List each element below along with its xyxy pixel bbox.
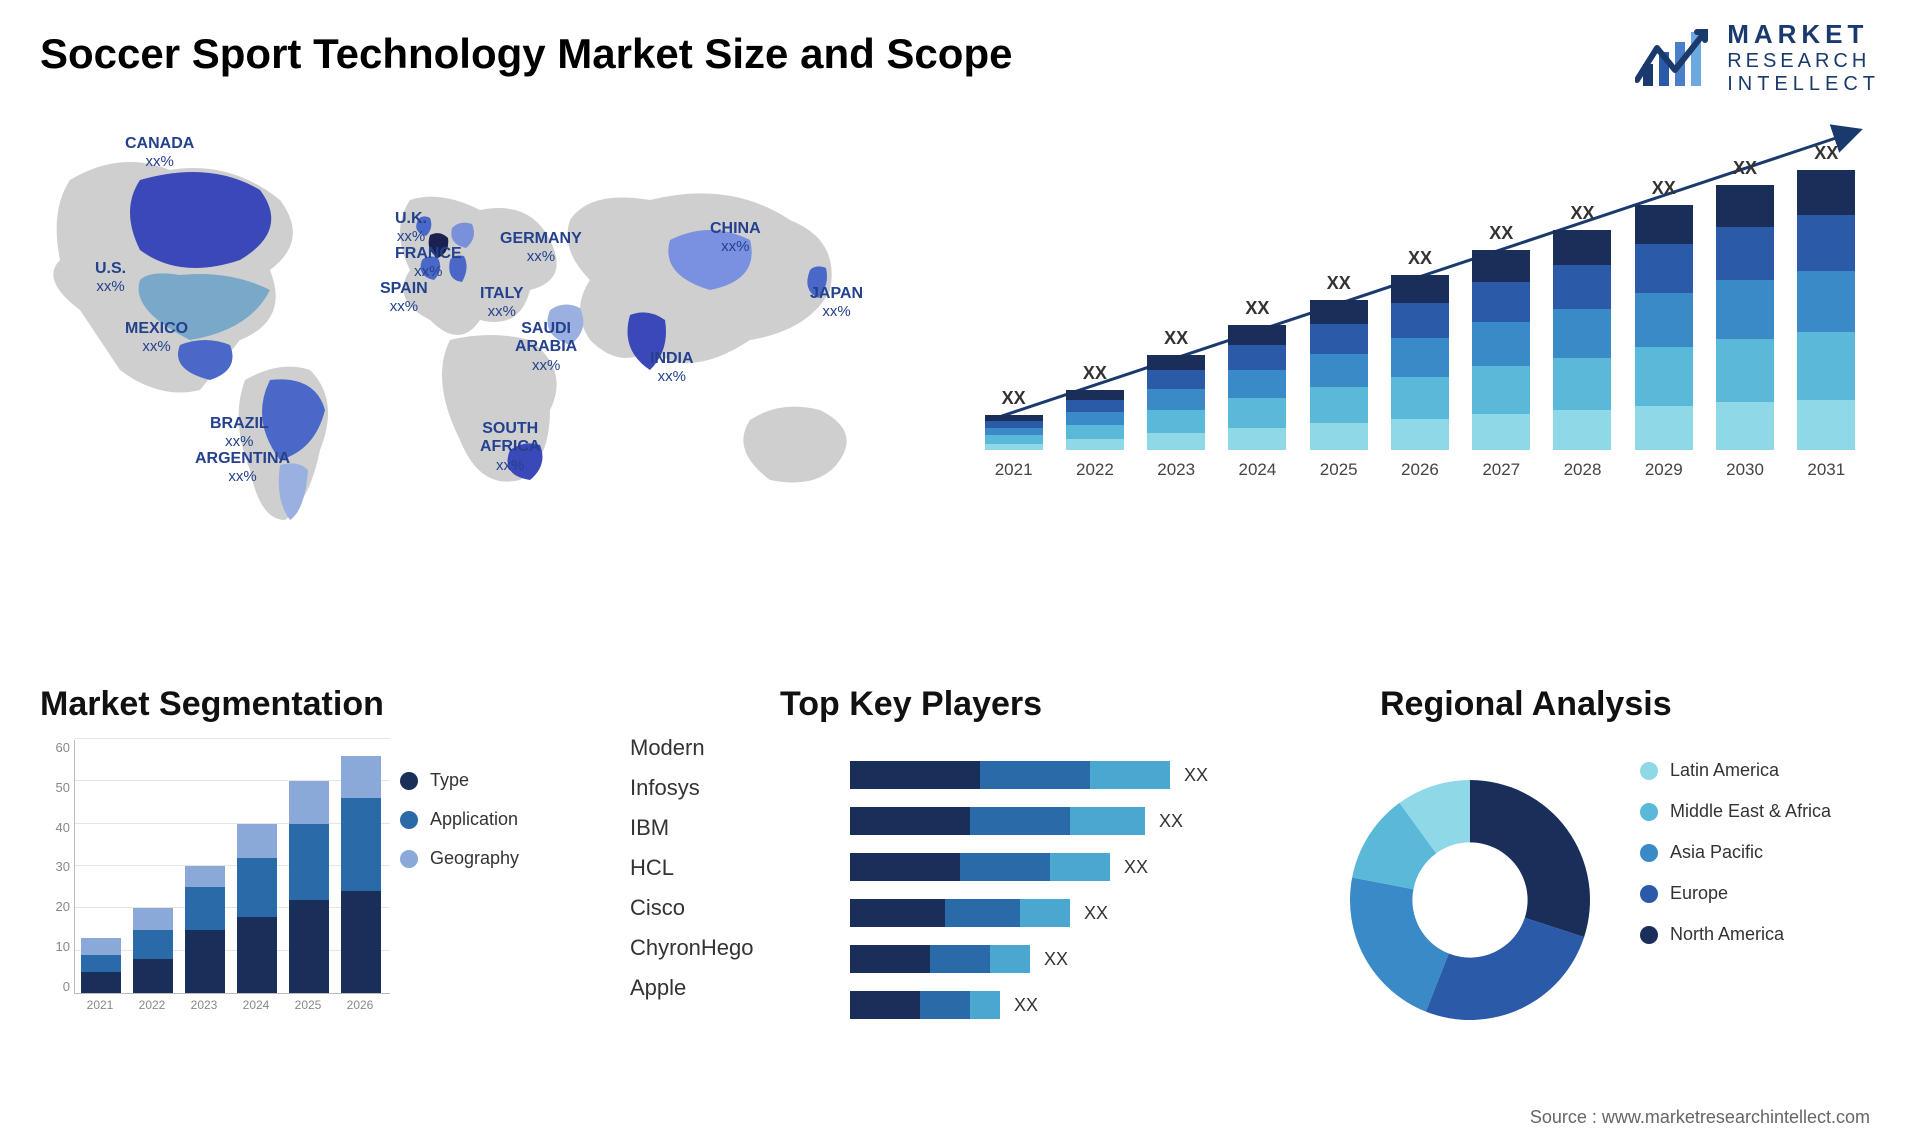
main-bar-2030: XX [1711, 158, 1778, 450]
regional-legend-item: Europe [1640, 883, 1900, 904]
seg-legend-item: Geography [400, 848, 580, 869]
keyplayer-bar: XX [850, 760, 1270, 790]
regional-donut [1330, 760, 1610, 1040]
map-label-japan: JAPANxx% [810, 285, 863, 322]
map-label-uk: U.K.xx% [395, 210, 427, 247]
main-xlabel: 2027 [1468, 460, 1535, 480]
keyplayer-bar: XX [850, 852, 1270, 882]
keyplayer-bar: XX [850, 990, 1270, 1020]
main-xlabel: 2029 [1630, 460, 1697, 480]
page-title: Soccer Sport Technology Market Size and … [40, 30, 1012, 78]
map-label-canada: CANADAxx% [125, 135, 194, 172]
map-label-southafrica: SOUTHAFRICAxx% [480, 420, 540, 475]
keyplayer-name: Cisco [630, 895, 790, 921]
main-xlabel: 2023 [1143, 460, 1210, 480]
main-xlabel: 2026 [1386, 460, 1453, 480]
regional-title: Regional Analysis [1380, 685, 1672, 724]
logo-text-3: INTELLECT [1727, 73, 1880, 96]
map-label-saudiarabia: SAUDIARABIAxx% [515, 320, 577, 375]
main-xlabel: 2030 [1711, 460, 1778, 480]
segmentation-legend: Type Application Geography [400, 770, 580, 887]
map-label-argentina: ARGENTINAxx% [195, 450, 290, 487]
main-bar-2025: XX [1305, 273, 1372, 450]
main-bar-2029: XX [1630, 178, 1697, 450]
keyplayer-bar: XX [850, 944, 1270, 974]
keyplayer-name: Infosys [630, 775, 790, 801]
main-bar-2028: XX [1549, 203, 1616, 450]
main-bar-2026: XX [1386, 248, 1453, 450]
main-bar-2021: XX [980, 388, 1047, 450]
map-label-brazil: BRAZILxx% [210, 415, 269, 452]
brand-logo: MARKET RESEARCH INTELLECT [1635, 20, 1880, 96]
map-label-france: FRANCExx% [395, 245, 462, 282]
keyplayer-name: Apple [630, 975, 790, 1001]
keyplayers-chart: XX XX XX XX XX XX [850, 760, 1270, 1050]
main-bar-2022: XX [1061, 363, 1128, 450]
market-size-chart: XXXXXXXXXXXXXXXXXXXXXX 20212022202320242… [980, 120, 1880, 480]
segmentation-title: Market Segmentation [40, 685, 384, 724]
main-xlabel: 2022 [1061, 460, 1128, 480]
map-label-mexico: MEXICOxx% [125, 320, 188, 357]
main-bar-2023: XX [1143, 328, 1210, 450]
main-bar-2031: XX [1793, 143, 1860, 450]
seg-bar-2026 [341, 756, 381, 993]
keyplayer-bar: XX [850, 806, 1270, 836]
seg-bar-2022 [133, 908, 173, 993]
regional-legend-item: North America [1640, 924, 1900, 945]
logo-text-1: MARKET [1727, 20, 1880, 50]
main-xlabel: 2021 [980, 460, 1047, 480]
map-label-italy: ITALYxx% [480, 285, 524, 322]
seg-bar-2024 [237, 824, 277, 993]
logo-text-2: RESEARCH [1727, 50, 1880, 73]
main-bar-2027: XX [1468, 223, 1535, 450]
segmentation-chart: 0102030405060 202120222023202420252026 [40, 740, 390, 1020]
regional-legend-item: Asia Pacific [1640, 842, 1900, 863]
map-label-us: U.S.xx% [95, 260, 126, 297]
world-map: CANADAxx% U.S.xx% MEXICOxx% BRAZILxx%ARGENT… [30, 120, 930, 530]
seg-legend-item: Application [400, 809, 580, 830]
map-label-spain: SPAINxx% [380, 280, 428, 317]
seg-bar-2023 [185, 866, 225, 993]
main-xlabel: 2031 [1793, 460, 1860, 480]
regional-legend-item: Latin America [1640, 760, 1900, 781]
keyplayer-name: ChyronHego [630, 935, 790, 961]
seg-bar-2025 [289, 781, 329, 993]
map-label-germany: GERMANYxx% [500, 230, 582, 267]
keyplayer-name: IBM [630, 815, 790, 841]
main-bar-2024: XX [1224, 298, 1291, 450]
source-label: Source : www.marketresearchintellect.com [1530, 1107, 1870, 1128]
main-xlabel: 2024 [1224, 460, 1291, 480]
regional-legend-item: Middle East & Africa [1640, 801, 1900, 822]
keyplayers-name-list: Modern Infosys IBM HCL Cisco ChyronHego Apple [630, 735, 790, 1015]
regional-legend: Latin America Middle East & Africa Asia Pa… [1640, 760, 1900, 965]
seg-bar-2021 [81, 938, 121, 993]
main-xlabel: 2028 [1549, 460, 1616, 480]
keyplayer-name: HCL [630, 855, 790, 881]
main-xlabel: 2025 [1305, 460, 1372, 480]
map-label-india: INDIAxx% [650, 350, 694, 387]
seg-legend-item: Type [400, 770, 580, 791]
map-label-china: CHINAxx% [710, 220, 761, 257]
keyplayer-name: Modern [630, 735, 790, 761]
keyplayer-bar: XX [850, 898, 1270, 928]
logo-icon [1635, 26, 1715, 90]
keyplayers-title: Top Key Players [780, 685, 1042, 724]
